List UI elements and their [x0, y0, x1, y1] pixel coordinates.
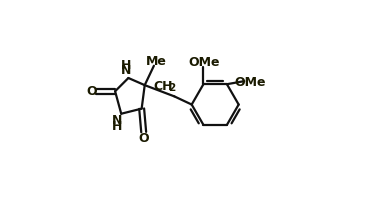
Text: H: H: [121, 58, 131, 71]
Text: N: N: [112, 113, 122, 126]
Text: CH: CH: [154, 79, 173, 92]
Text: O: O: [138, 132, 149, 145]
Text: OMe: OMe: [189, 56, 220, 69]
Text: O: O: [86, 85, 96, 98]
Text: N: N: [121, 64, 131, 77]
Text: 2: 2: [168, 82, 175, 92]
Text: H: H: [112, 119, 122, 132]
Text: Me: Me: [146, 54, 166, 67]
Text: OMe: OMe: [234, 75, 266, 88]
